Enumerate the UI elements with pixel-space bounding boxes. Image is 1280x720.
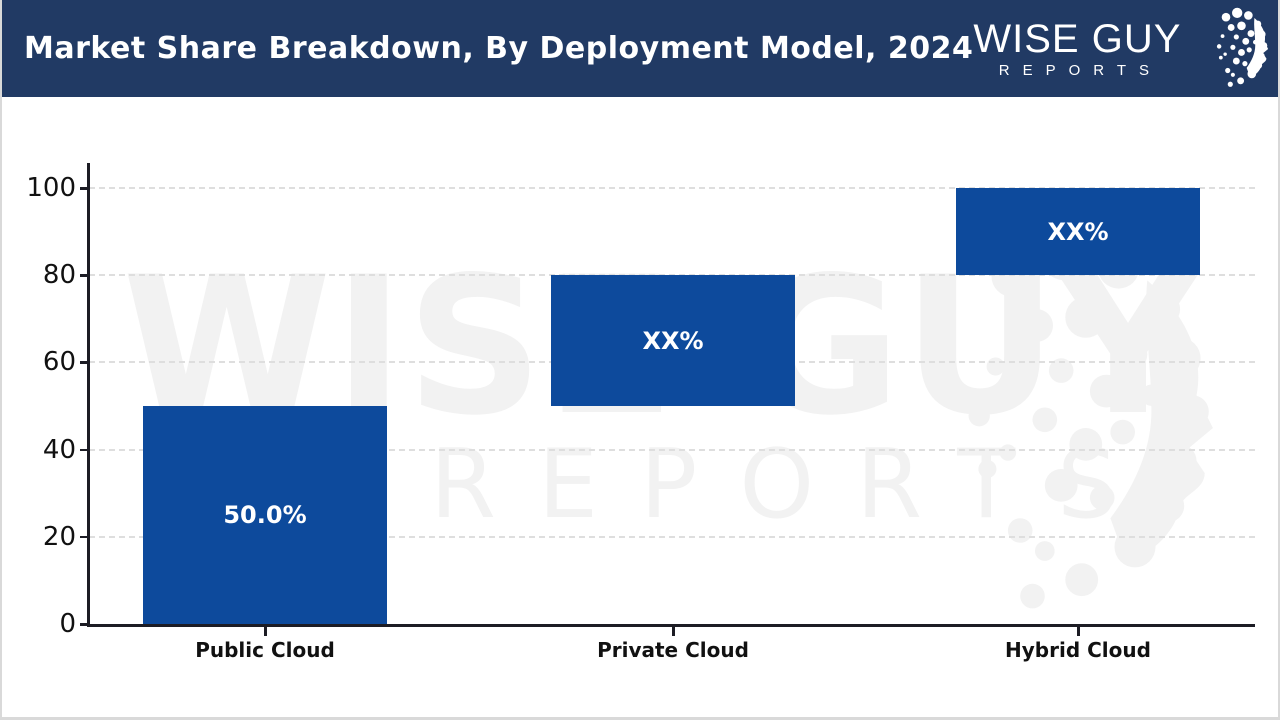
y-tick-label: 80 [42, 260, 76, 291]
y-tickmark [80, 535, 89, 539]
page-title: Market Share Breakdown, By Deployment Mo… [24, 31, 974, 66]
y-tick-label: 60 [42, 347, 76, 378]
y-tickmark [80, 361, 89, 364]
bar-public-cloud: 50.0% [143, 406, 387, 624]
x-axis-line [87, 624, 1255, 627]
x-tickmark [672, 627, 675, 636]
x-tickmark [1077, 627, 1080, 636]
y-tickmark [80, 187, 89, 190]
logo-subtext: REPORTS [998, 62, 1162, 79]
y-tickmark [80, 448, 89, 452]
bar-private-cloud: XX% [551, 275, 795, 406]
brand-logo: WISE GUY REPORTS [973, 6, 1269, 92]
x-tick-label: Private Cloud [597, 638, 749, 662]
bar-value-label: XX% [1047, 217, 1109, 246]
y-tick-label: 40 [42, 434, 76, 465]
bar-hybrid-cloud: XX% [956, 188, 1200, 276]
brand-wordmark: WISE GUY REPORTS [973, 19, 1181, 78]
y-gridline [89, 187, 1255, 189]
logo-face-icon [1217, 7, 1269, 87]
x-tickmark [264, 627, 267, 636]
y-tick-label: 0 [59, 609, 76, 639]
y-gridline [89, 535, 1255, 538]
y-axis-line [87, 163, 90, 626]
bar-value-label: 50.0% [223, 501, 307, 529]
y-tickmark [80, 623, 89, 626]
x-tick-label: Hybrid Cloud [1005, 638, 1151, 662]
y-tick-label: 20 [42, 521, 76, 552]
y-gridline [89, 448, 1255, 451]
header-bar: Market Share Breakdown, By Deployment Mo… [2, 0, 1278, 97]
y-tickmark [80, 274, 89, 277]
y-tick-label: 100 [26, 173, 76, 203]
logo-wordmark-text: WISE GUY [973, 17, 1182, 61]
bar-value-label: XX% [642, 326, 704, 355]
x-tick-label: Public Cloud [195, 638, 335, 662]
